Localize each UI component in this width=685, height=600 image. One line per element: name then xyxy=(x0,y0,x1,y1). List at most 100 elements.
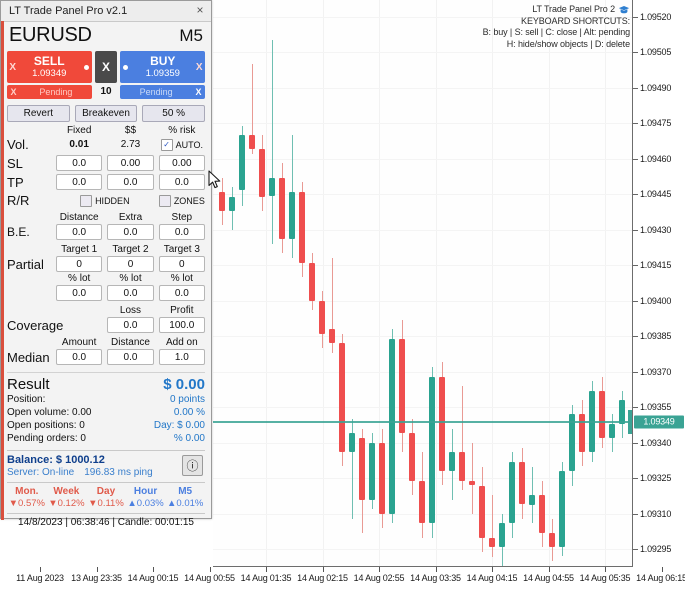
balance-value: Balance: $ 1000.12 xyxy=(7,454,105,466)
buy-main[interactable]: BUY 1.09359 xyxy=(132,51,194,83)
vol-money-value[interactable]: 2.73 xyxy=(120,139,141,150)
panel-titlebar[interactable]: LT Trade Panel Pro v2.1 × xyxy=(1,1,211,22)
chart-gridline-h xyxy=(213,229,632,231)
sl-points-field[interactable]: 0.0 xyxy=(56,155,103,171)
time-tick-label: 14 Aug 00:55 xyxy=(184,573,235,583)
candle-body xyxy=(219,191,225,211)
candlestick-plot[interactable] xyxy=(213,0,633,567)
price-tick-label: 1.09460 xyxy=(640,153,672,164)
price-tick xyxy=(633,371,638,373)
buy-pending-close-icon[interactable]: X xyxy=(195,87,202,97)
sell-pending-button[interactable]: X Pending xyxy=(7,85,92,99)
candle-body xyxy=(529,495,535,505)
be-extra-field[interactable]: 0.0 xyxy=(107,224,154,240)
vol-row-label: Vol. xyxy=(7,137,29,152)
vol-auto-checkbox[interactable]: ✓ AUTO. xyxy=(159,138,205,151)
close-icon[interactable]: × xyxy=(196,3,204,17)
chart-gridline-h xyxy=(213,336,632,338)
breakeven-button[interactable]: Breakeven xyxy=(74,105,138,122)
sell-main[interactable]: SELL 1.09349 xyxy=(18,51,80,83)
sell-close-icon[interactable]: X xyxy=(7,51,19,83)
candle-body xyxy=(539,495,545,533)
stat-key: Day xyxy=(96,486,116,497)
rr-section: R/R HIDDEN ZONES xyxy=(7,193,205,208)
partial-header-target3: Target 3 xyxy=(163,244,200,255)
vol-fixed-value[interactable]: 0.01 xyxy=(69,139,89,150)
sell-button[interactable]: X SELL 1.09349 xyxy=(7,51,93,83)
trade-panel[interactable]: LT Trade Panel Pro v2.1 × EURUSD M5 X SE… xyxy=(0,0,212,528)
hidden-check-icon[interactable] xyxy=(80,194,93,207)
price-tick-label: 1.09415 xyxy=(640,260,672,271)
candle-body xyxy=(439,376,445,472)
candle-body xyxy=(549,532,555,547)
median-section: Amount Distance Add on Median 0.0 0.0 1.… xyxy=(7,336,205,365)
clock-bar: 14/8/2023 | 06:38:46 | Candle: 00:01:15 xyxy=(7,513,205,528)
median-addon-field[interactable]: 1.0 xyxy=(158,349,205,365)
ping-value: 196.83 ms ping xyxy=(84,467,153,478)
partial-target2-field[interactable]: 0 xyxy=(107,256,154,272)
be-distance-field[interactable]: 0.0 xyxy=(56,224,103,240)
tp-points-field[interactable]: 0.0 xyxy=(56,174,103,190)
candle-body xyxy=(349,433,355,453)
auto-check-icon[interactable]: ✓ xyxy=(160,138,173,151)
price-tick xyxy=(633,123,638,125)
coverage-profit-field[interactable]: 100.0 xyxy=(158,317,205,333)
info-icon[interactable]: ⓘ xyxy=(182,455,203,476)
zones-checkbox[interactable]: ZONES xyxy=(158,194,205,207)
vol-header-risk: % risk xyxy=(168,125,196,136)
median-distance-field[interactable]: 0.0 xyxy=(107,349,154,365)
result-open-positions: Open positions: 0 xyxy=(7,420,85,431)
buy-dot-icon[interactable] xyxy=(119,51,133,83)
tp-money-field[interactable]: 0.0 xyxy=(107,174,154,190)
time-tick-label: 14 Aug 00:15 xyxy=(127,573,179,583)
median-amount-field[interactable]: 0.0 xyxy=(56,349,103,365)
partial-lot1-field[interactable]: 0.0 xyxy=(56,285,103,301)
shortcuts-heading: KEYBOARD SHORTCUTS: xyxy=(521,15,630,26)
hidden-checkbox[interactable]: HIDDEN xyxy=(56,194,154,207)
time-tick-label: 14 Aug 05:35 xyxy=(579,573,631,583)
price-tick-label: 1.09295 xyxy=(640,544,672,555)
result-amount: $ 0.00 xyxy=(163,376,205,393)
chart-gridline-h xyxy=(213,52,632,54)
timeframe-label: M5 xyxy=(179,26,203,45)
partial-lot3-field[interactable]: 0.0 xyxy=(158,285,205,301)
buy-button[interactable]: BUY 1.09359 X xyxy=(119,51,205,83)
candle-wick xyxy=(252,63,253,154)
chart-gridline-h xyxy=(213,194,632,196)
buy-close-icon[interactable]: X xyxy=(193,51,205,83)
candle-wick xyxy=(352,419,353,519)
result-section: Result $ 0.00 Position: 0 points Open vo… xyxy=(7,372,205,445)
price-tick xyxy=(633,513,638,515)
sell-pending-close-icon[interactable]: X xyxy=(10,87,17,97)
pending-row: X Pending 10 Pending X xyxy=(7,85,205,99)
candle-wick xyxy=(492,495,493,557)
sell-label: SELL xyxy=(33,54,65,68)
tp-risk-field[interactable]: 0.0 xyxy=(158,174,205,190)
time-axis: 11 Aug 2023 13 Aug 23:35 14 Aug 00:15 14 Au… xyxy=(0,567,685,600)
buy-pending-button[interactable]: Pending X xyxy=(120,85,205,99)
price-tick-label: 1.09355 xyxy=(640,402,672,413)
partial-lot2-field[interactable]: 0.0 xyxy=(107,285,154,301)
sell-dot-icon[interactable] xyxy=(79,51,93,83)
time-tick xyxy=(322,567,324,572)
be-step-field[interactable]: 0.0 xyxy=(158,224,205,240)
candle-wick xyxy=(472,442,473,514)
quantity-value[interactable]: 10 xyxy=(100,86,112,97)
price-tick-label: 1.09430 xyxy=(640,224,672,235)
candle-body xyxy=(249,135,255,150)
revert-button[interactable]: Revert xyxy=(7,105,70,122)
price-tick-label: 1.09370 xyxy=(640,366,672,377)
be-row-label: B.E. xyxy=(7,225,30,239)
close-all-button[interactable]: X xyxy=(95,51,117,83)
chart-gridline-h xyxy=(213,265,632,267)
sl-money-field[interactable]: 0.00 xyxy=(107,155,154,171)
sl-risk-field[interactable]: 0.00 xyxy=(158,155,205,171)
coverage-loss-field[interactable]: 0.0 xyxy=(107,317,154,333)
partial-target3-field[interactable]: 0 xyxy=(158,256,205,272)
half-percent-button[interactable]: 50 % xyxy=(142,105,206,122)
candle-body xyxy=(379,442,385,514)
partial-target1-field[interactable]: 0 xyxy=(56,256,103,272)
zones-check-icon[interactable] xyxy=(158,194,171,207)
